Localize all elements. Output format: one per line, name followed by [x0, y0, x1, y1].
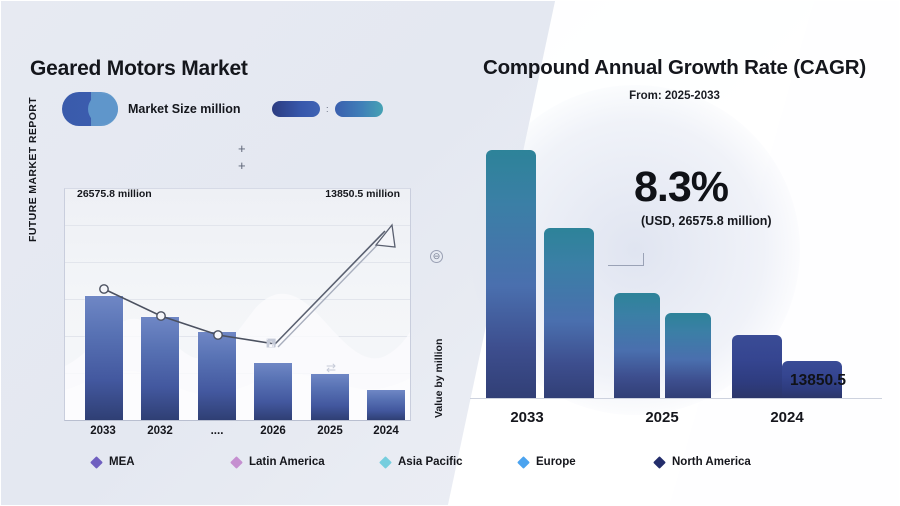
gridline: [65, 262, 410, 263]
xlabel-2024: 2024: [373, 425, 399, 437]
left-chart-line-series: [99, 223, 396, 348]
left-chart-bars: [65, 189, 410, 420]
gridline: [65, 299, 410, 300]
bar-2032[interactable]: [141, 317, 179, 420]
left-chart-plot-area: 26575.8 million 13850.5 million 🖪 ⇄: [64, 188, 411, 421]
rbar-2033-primary[interactable]: [486, 150, 536, 398]
xlabel-2026: 2026: [260, 425, 286, 437]
cagr-value: 8.3%: [634, 163, 729, 211]
cagr-subtitle: From: 2025-2033: [629, 90, 720, 102]
minus-circle-icon[interactable]: ⊖: [430, 250, 443, 263]
legend-item-north-america[interactable]: North America: [653, 455, 751, 469]
value-label-end: 13850.5 million: [325, 188, 400, 200]
rbar-2024-secondary[interactable]: [782, 361, 842, 398]
gridline: [65, 225, 410, 226]
legend-item-asia-pacific[interactable]: Asia Pacific: [379, 455, 463, 469]
legend-dot-mea: [90, 455, 103, 469]
bar-2025[interactable]: [311, 374, 349, 420]
legend-label-mea: MEA: [109, 456, 135, 468]
brand-watermark: FUTURE MARKET REPORT: [27, 96, 39, 242]
pill-separator: :: [326, 103, 329, 114]
legend-label-north-america: North America: [672, 456, 751, 468]
legend-dot-latin-america: [230, 455, 243, 469]
xlabel-2025: 2025: [317, 425, 343, 437]
pill-swatch-primary: [272, 101, 320, 117]
bar-mid[interactable]: [198, 332, 236, 420]
rxlabel-2024: 2024: [770, 409, 804, 426]
legend-dot-north-america: [653, 455, 666, 469]
pill-swatch-secondary: [334, 101, 383, 117]
exchange-icon: ⇄: [326, 361, 337, 375]
bar-2024[interactable]: [367, 390, 405, 420]
legend-label-europe: Europe: [536, 456, 576, 468]
bar-2026[interactable]: [254, 363, 292, 420]
legend-item-europe[interactable]: Europe: [517, 455, 576, 469]
plus-marks-decoration: + +: [238, 141, 246, 173]
legend-label-asia-pacific: Asia Pacific: [398, 456, 463, 468]
page-title: Geared Motors Market: [30, 57, 248, 80]
cagr-title: Compound Annual Growth Rate (CAGR): [482, 56, 867, 79]
rbar-2024-primary[interactable]: [732, 335, 782, 398]
bar-2033[interactable]: [85, 296, 123, 420]
market-size-label: Market Size million: [128, 102, 241, 116]
data-label-2024: 13850.5: [790, 372, 847, 389]
rxlabel-2033: 2033: [510, 409, 544, 426]
xlabel-2032: 2032: [147, 425, 173, 437]
legend-dot-asia-pacific: [379, 455, 392, 469]
right-chart-axis: [470, 398, 882, 399]
right-chart: 2033 2025 2024: [462, 140, 882, 430]
cagr-value-note: (USD, 26575.8 million): [641, 214, 772, 228]
capsule-icon: [62, 92, 118, 126]
legend-dot-europe: [517, 455, 530, 469]
bracket-decoration: [608, 253, 644, 266]
pill-legend-pair: :: [272, 101, 383, 117]
save-disk-icon: 🖪: [266, 336, 277, 350]
legend-item-mea[interactable]: MEA: [90, 455, 135, 469]
rbar-2033-secondary[interactable]: [544, 228, 594, 398]
rxlabel-2025: 2025: [645, 409, 679, 426]
value-label-start: 26575.8 million: [77, 188, 152, 200]
xlabel-mid: ....: [210, 425, 224, 437]
rbar-2025-secondary[interactable]: [665, 313, 711, 398]
y-axis-label: Value by million: [433, 338, 445, 418]
legend-item-latin-america[interactable]: Latin America: [230, 455, 325, 469]
rbar-2025-primary[interactable]: [614, 293, 660, 398]
legend-label-latin-america: Latin America: [249, 456, 325, 468]
left-chart-x-axis: 2033 2032 .... 2026 2025 2024: [64, 425, 411, 445]
xlabel-2033: 2033: [90, 425, 116, 437]
market-size-legend: Market Size million: [62, 92, 241, 126]
